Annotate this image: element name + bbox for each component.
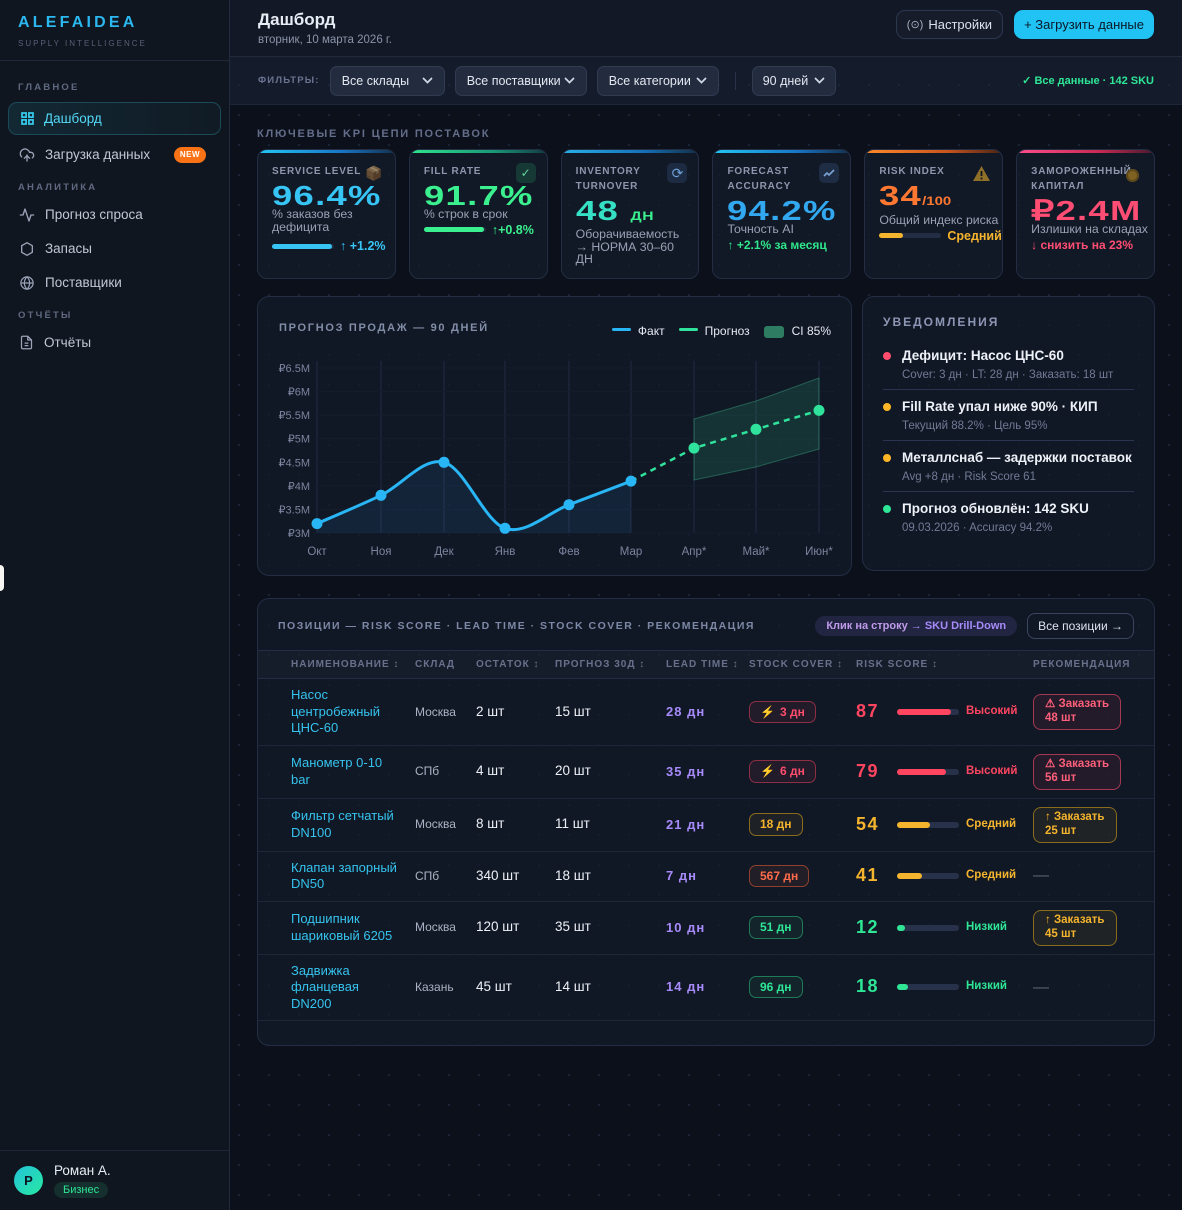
svg-text:₽3.5M: ₽3.5M — [279, 504, 310, 516]
svg-text:₽6.5M: ₽6.5M — [279, 363, 310, 375]
svg-text:Мар: Мар — [620, 546, 643, 558]
svg-text:₽3M: ₽3M — [288, 528, 310, 540]
svg-text:Дек: Дек — [434, 546, 454, 558]
svg-text:₽6M: ₽6M — [288, 387, 310, 399]
svg-text:₽5M: ₽5M — [288, 434, 310, 446]
svg-text:₽5.5M: ₽5.5M — [279, 410, 310, 422]
svg-text:₽4M: ₽4M — [288, 481, 310, 493]
svg-text:Май*: Май* — [742, 546, 770, 558]
svg-text:Окт: Окт — [307, 546, 327, 558]
svg-text:Апр*: Апр* — [682, 546, 707, 558]
svg-text:Фев: Фев — [558, 546, 579, 558]
svg-text:Июн*: Июн* — [805, 546, 833, 558]
svg-text:₽4.5M: ₽4.5M — [279, 457, 310, 469]
svg-text:Ноя: Ноя — [371, 546, 392, 558]
svg-text:Янв: Янв — [495, 546, 516, 558]
